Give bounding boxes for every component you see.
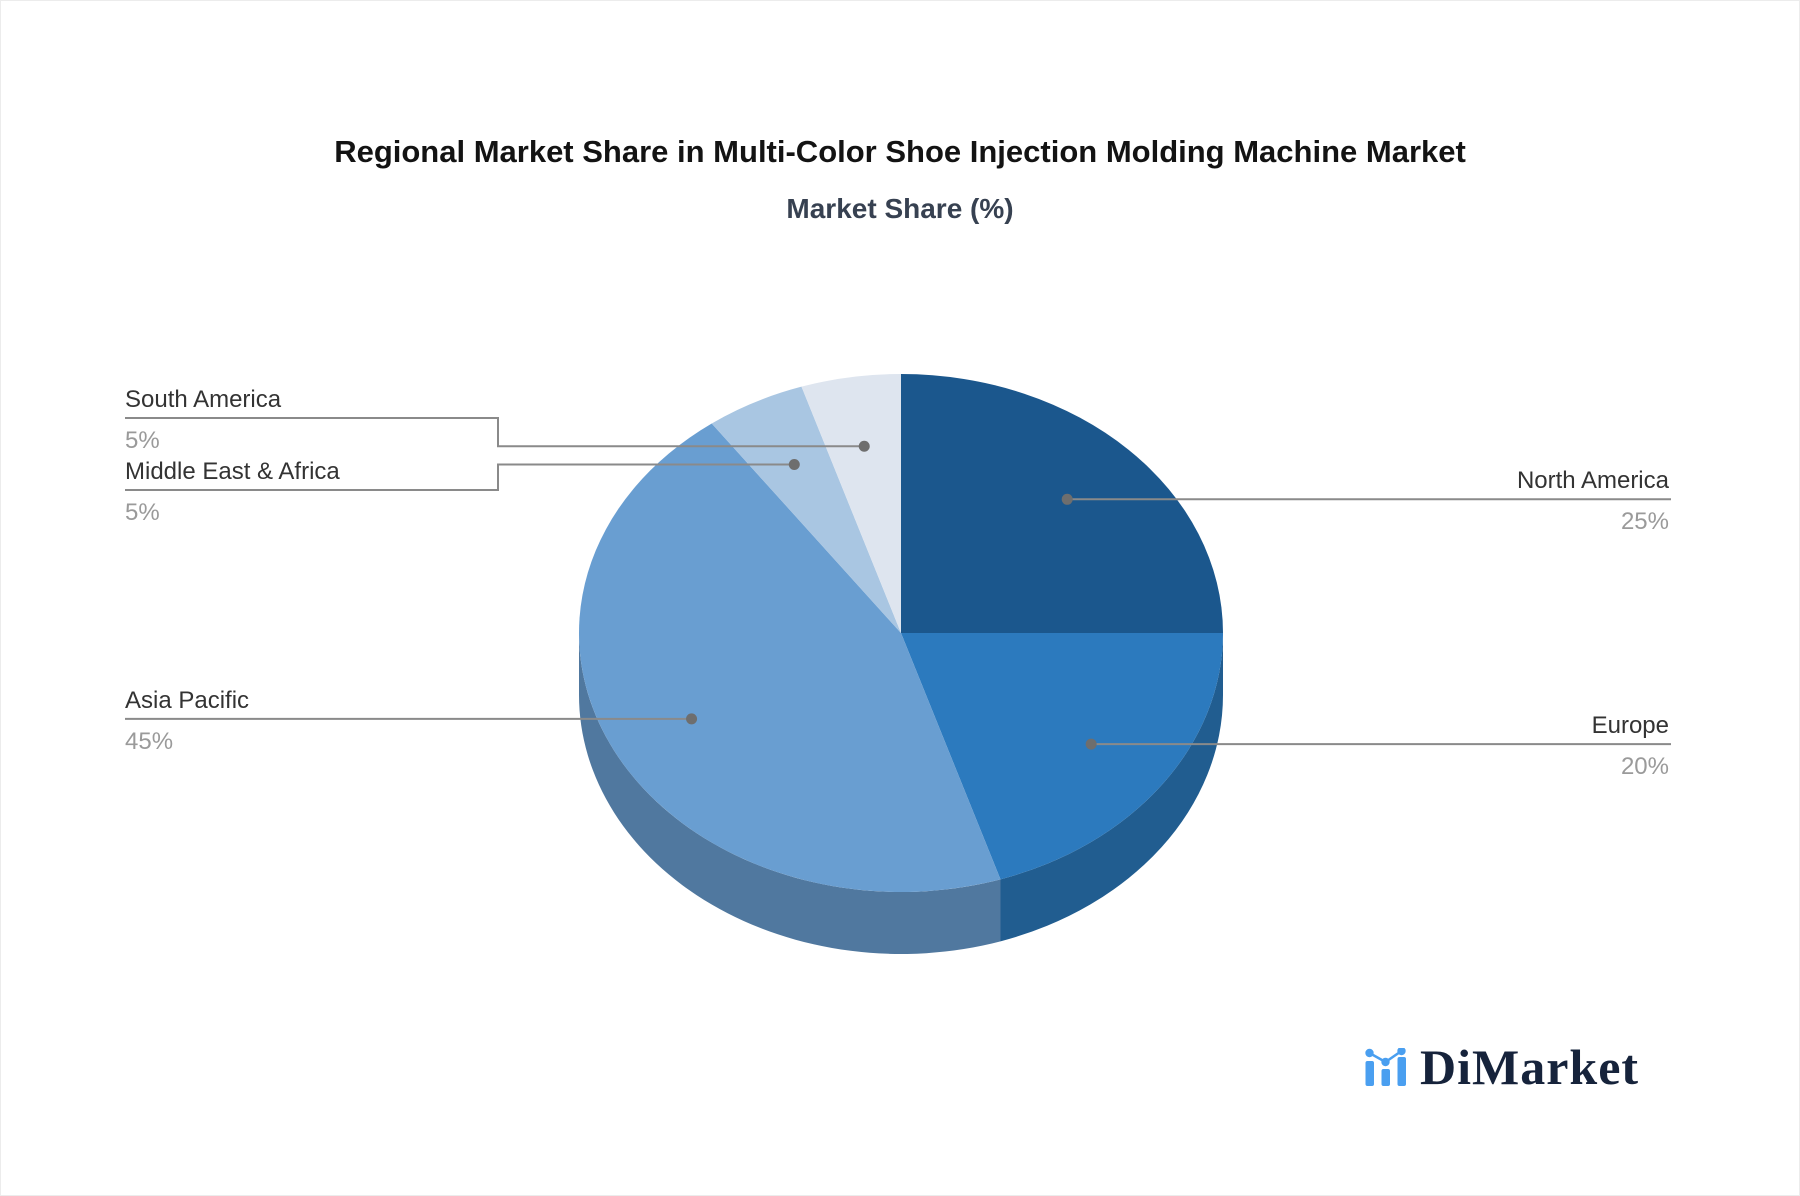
leader-dot-south-america [858,440,870,452]
leader-dot-asia-pacific [686,713,698,725]
label-south-america: South America 5% [125,385,281,456]
label-north-america-value: 25% [1620,508,1669,536]
label-north-america-name: North America [1516,467,1669,495]
label-south-america-name: South America [125,386,282,413]
label-europe: Europe 20% [1592,711,1669,782]
chart-subtitle: Market Share (%) [786,193,1014,224]
leader-line-south-america [125,417,865,448]
leader-dot-north-america [1061,493,1073,505]
label-middle-east-africa-name: Middle East & Africa [125,458,340,485]
dimarket-logo: DiMarket [1364,1041,1639,1093]
label-europe-name: Europe [1591,712,1669,740]
label-asia-pacific-name: Asia Pacific [125,686,250,714]
pie-slice-side-europe [1000,633,1223,942]
dimarket-logo-text: DiMarket [1420,1039,1640,1095]
label-middle-east-africa-value: 5% [125,499,160,526]
pie-slice-middle-east-africa[interactable] [711,386,901,633]
dimarket-logo-icon [1365,1048,1406,1086]
label-asia-pacific-value: 45% [125,727,174,755]
pie-slice-side-asia-pacific [579,633,1001,954]
leader-dot-europe [1085,738,1097,750]
pie-slice-north-america[interactable] [901,374,1223,633]
pie-slice-south-america[interactable] [801,374,901,633]
chart-title: Regional Market Share in Multi-Color Sho… [334,134,1466,169]
label-north-america: North America 25% [1517,466,1669,537]
label-europe-value: 20% [1620,753,1669,781]
pie-slice-europe[interactable] [901,633,1223,880]
label-asia-pacific: Asia Pacific 45% [125,686,249,757]
label-south-america-value: 5% [125,427,160,454]
leader-dot-middle-east-africa [788,459,800,471]
label-middle-east-africa: Middle East & Africa 5% [125,457,340,528]
pie-slice-asia-pacific[interactable] [579,423,1001,892]
leader-line-middle-east-africa [125,463,795,491]
